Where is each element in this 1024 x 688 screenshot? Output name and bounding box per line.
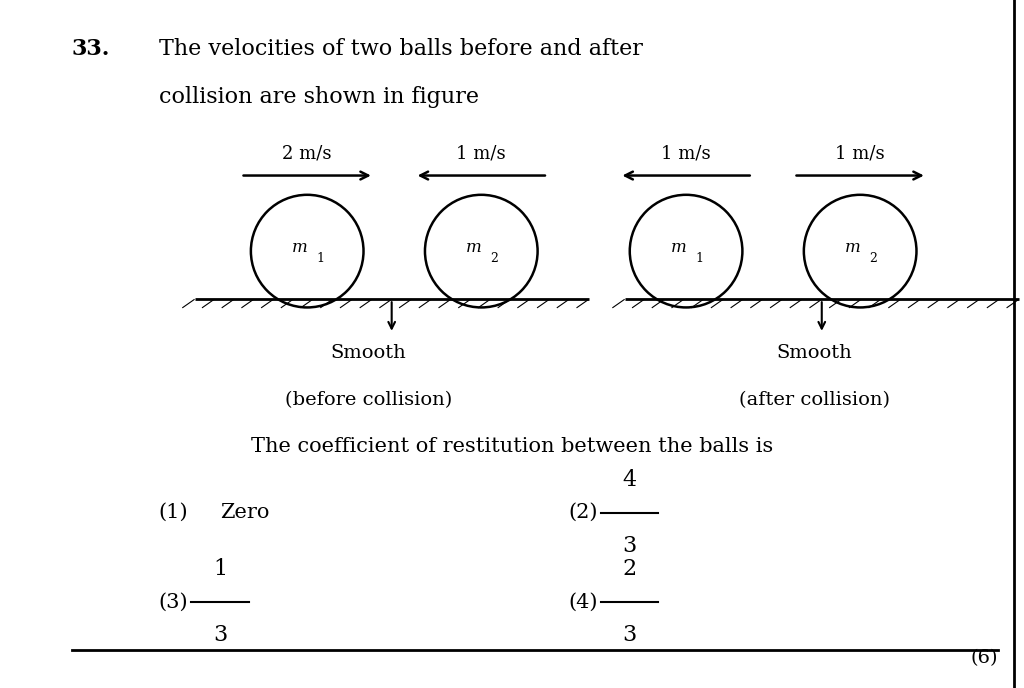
Text: (4): (4) <box>568 592 598 612</box>
Text: 3: 3 <box>623 624 637 646</box>
Text: (6): (6) <box>971 649 998 667</box>
Text: The coefficient of restitution between the balls is: The coefficient of restitution between t… <box>251 437 773 456</box>
Text: 1: 1 <box>316 252 325 264</box>
Text: Smooth: Smooth <box>776 344 852 362</box>
Text: 2 m/s: 2 m/s <box>283 144 332 162</box>
Text: (1): (1) <box>159 503 188 522</box>
Text: 1: 1 <box>213 558 227 580</box>
Text: (2): (2) <box>568 503 598 522</box>
Text: 2: 2 <box>490 252 499 264</box>
Text: (before collision): (before collision) <box>285 391 453 409</box>
Text: m: m <box>845 239 861 256</box>
Text: m: m <box>466 239 482 256</box>
Text: 2: 2 <box>623 558 637 580</box>
Text: 2: 2 <box>869 252 878 264</box>
Text: The velocities of two balls before and after: The velocities of two balls before and a… <box>159 38 643 60</box>
Text: 4: 4 <box>623 469 637 491</box>
Text: 1: 1 <box>695 252 703 264</box>
Text: 33.: 33. <box>72 38 110 60</box>
Text: (after collision): (after collision) <box>738 391 890 409</box>
Text: 1 m/s: 1 m/s <box>836 144 885 162</box>
Text: m: m <box>671 239 687 256</box>
Text: collision are shown in figure: collision are shown in figure <box>159 86 479 108</box>
Text: 3: 3 <box>623 535 637 557</box>
Text: Zero: Zero <box>220 503 269 522</box>
Text: 1 m/s: 1 m/s <box>662 144 711 162</box>
Text: m: m <box>292 239 308 256</box>
Text: Smooth: Smooth <box>331 344 407 362</box>
Text: (3): (3) <box>159 592 188 612</box>
Text: 1 m/s: 1 m/s <box>457 144 506 162</box>
Text: 3: 3 <box>213 624 227 646</box>
